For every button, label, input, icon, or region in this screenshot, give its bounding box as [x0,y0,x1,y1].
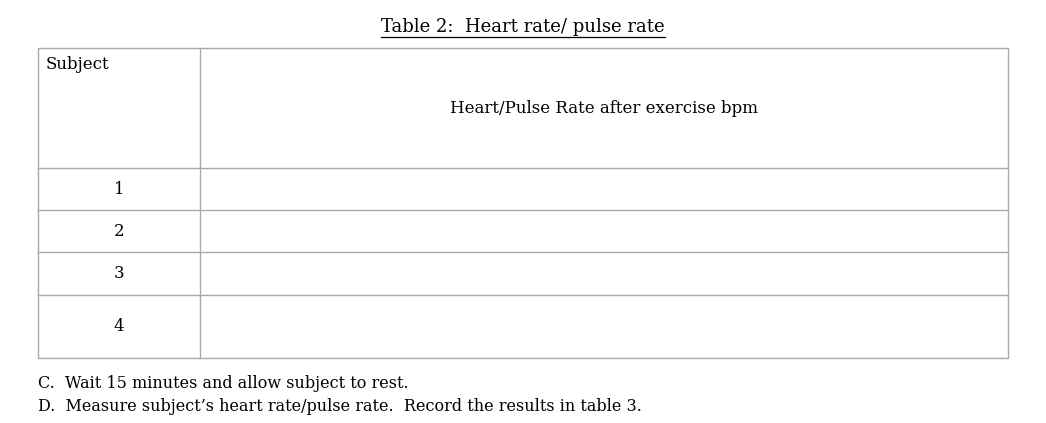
Text: 4: 4 [114,318,124,335]
Text: 1: 1 [114,181,124,198]
Text: D.  Measure subject’s heart rate/pulse rate.  Record the results in table 3.: D. Measure subject’s heart rate/pulse ra… [38,398,642,415]
Bar [38,48,1008,358]
Text: C.  Wait 15 minutes and allow subject to rest.: C. Wait 15 minutes and allow subject to … [38,375,409,392]
Text: Subject: Subject [46,56,110,73]
Text: Heart/Pulse Rate after exercise bpm: Heart/Pulse Rate after exercise bpm [450,99,758,116]
Text: Table 2:  Heart rate/ pulse rate: Table 2: Heart rate/ pulse rate [381,18,665,36]
Text: 3: 3 [114,265,124,282]
Text: 2: 2 [114,222,124,239]
